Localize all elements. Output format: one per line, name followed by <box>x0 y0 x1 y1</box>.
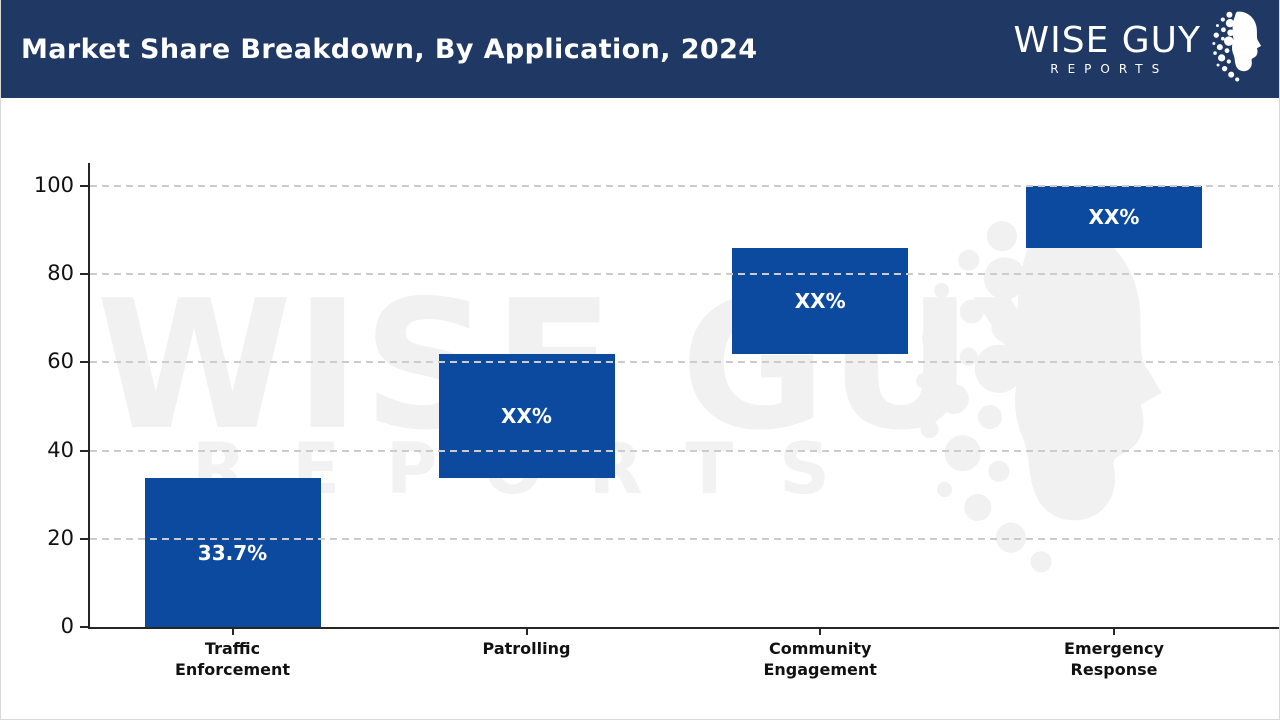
y-axis-tick <box>80 185 88 187</box>
bar-value-label: 33.7% <box>197 540 268 565</box>
y-axis-label: 0 <box>60 614 74 638</box>
x-axis-category-label: Emergency Response <box>1064 639 1164 679</box>
logo-subtitle: REPORTS <box>1050 62 1169 76</box>
gridline <box>90 273 1279 276</box>
x-axis-category-label: Community Engagement <box>763 639 877 679</box>
x-axis-tick <box>1113 629 1115 635</box>
y-axis-label: 60 <box>47 349 74 374</box>
y-axis-label: 40 <box>47 437 74 462</box>
gridline <box>90 537 1279 540</box>
y-axis-label: 80 <box>47 261 74 286</box>
y-axis-tick <box>80 626 88 628</box>
y-axis-tick <box>80 361 88 364</box>
waterfall-bar: XX% <box>732 248 909 355</box>
bar-value-label: XX% <box>501 404 552 429</box>
logo-wordmark: WISE GUY <box>1013 20 1201 61</box>
chart-title: Market Share Breakdown, By Application, … <box>21 33 758 65</box>
waterfall-bar: XX% <box>438 354 615 479</box>
logo-text: WISE GUY REPORTS <box>1013 20 1202 77</box>
x-axis-tick <box>525 629 528 635</box>
x-axis-category-label: Traffic Enforcement <box>174 639 291 679</box>
y-axis-tick <box>80 537 88 540</box>
y-axis-label: 20 <box>47 525 74 550</box>
y-axis-tick <box>80 273 88 276</box>
gridline <box>90 185 1279 187</box>
header: Market Share Breakdown, By Application, … <box>1 0 1279 98</box>
x-axis-category-label: Patrolling <box>482 639 571 658</box>
wiseguy-logo: WISE GUY REPORTS <box>1014 10 1264 89</box>
waterfall-bar: XX% <box>1026 186 1202 249</box>
bar-value-label: XX% <box>1088 205 1140 230</box>
wiseguy-head-icon <box>1212 11 1262 82</box>
x-axis-tick <box>819 629 822 635</box>
y-axis-tick <box>80 449 88 452</box>
y-axis-label: 100 <box>33 173 74 197</box>
bar-value-label: XX% <box>794 289 846 314</box>
gridline <box>90 449 1279 452</box>
gridline <box>90 361 1279 364</box>
x-axis-tick <box>231 629 234 635</box>
plot-area: 0 20 40 60 80 100 33.7% Traffic Enforcement XX% P… <box>34 163 1279 679</box>
waterfall-bar: 33.7% <box>144 478 321 627</box>
